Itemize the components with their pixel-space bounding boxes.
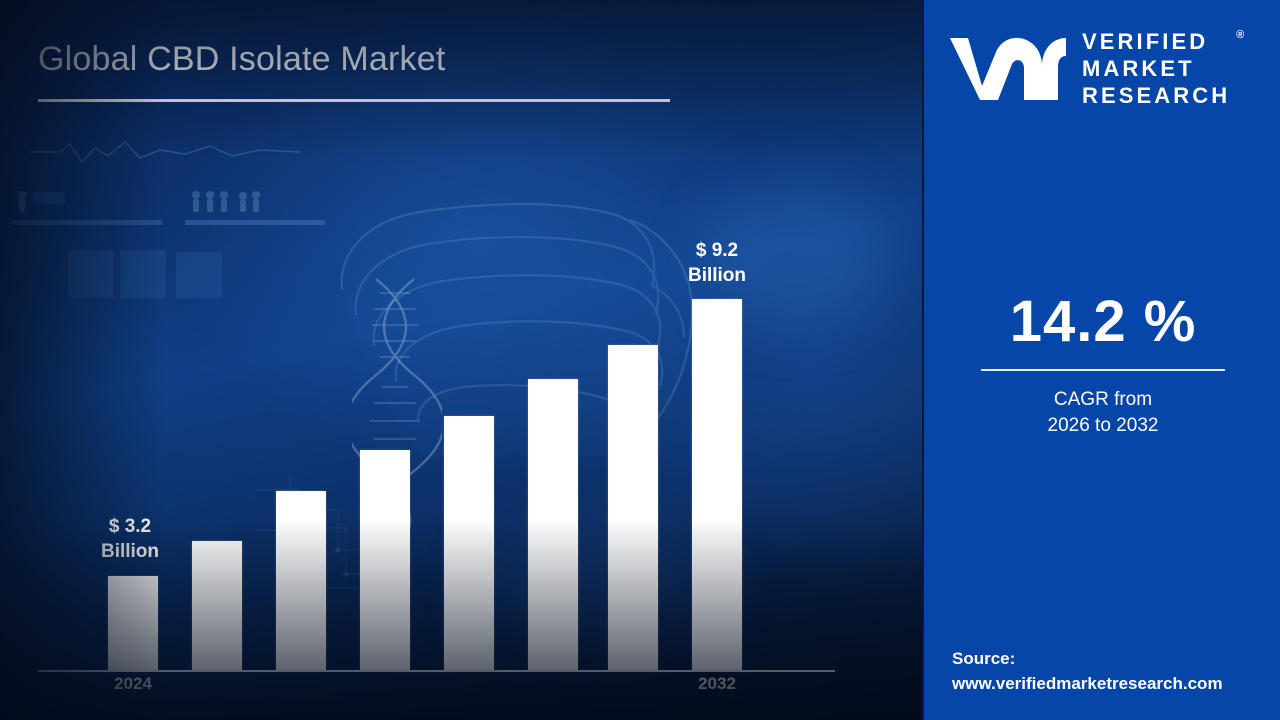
source-label: Source: (952, 649, 1016, 668)
logo-line-verified: VERIFIED (1082, 29, 1209, 54)
bar-2025 (192, 541, 242, 670)
bar-chart: $ 3.2 Billion $ 9.2 Billion 2024 2032 (38, 240, 835, 693)
bar-2024 (108, 576, 158, 670)
value-label-first: $ 3.2 Billion (100, 516, 160, 562)
registered-trademark-icon: ® (1236, 29, 1245, 41)
cagr-block: 14.2 % CAGR from 2026 to 2032 (924, 288, 1280, 439)
title-divider (38, 99, 670, 102)
logo-wordmark: VERIFIED MARKET RESEARCH ® (1082, 28, 1244, 109)
chart-axis-line (38, 670, 835, 672)
logo-line-market: MARKET (1082, 56, 1195, 81)
axis-label-end: 2032 (698, 674, 736, 693)
axis-label-start: 2024 (114, 674, 152, 693)
title-block: Global CBD Isolate Market (38, 40, 678, 102)
bar-2026 (276, 491, 326, 670)
bar-2030 (608, 345, 658, 670)
bar-2027 (360, 450, 410, 670)
source-block: Source: www.verifiedmarketresearch.com (952, 646, 1272, 696)
cagr-value: 14.2 % (1009, 289, 1197, 354)
page-title: Global CBD Isolate Market (38, 40, 446, 78)
cagr-divider (981, 369, 1225, 371)
chart-panel: Global CBD Isolate Market $ 3.2 Billion … (0, 0, 922, 720)
bar-2029 (528, 379, 578, 670)
bar-2031 (692, 299, 742, 670)
branding-panel: VERIFIED MARKET RESEARCH ® 14.2 % CAGR f… (922, 0, 1280, 720)
source-url: www.verifiedmarketresearch.com (952, 674, 1223, 693)
logo: VERIFIED MARKET RESEARCH ® (946, 28, 1244, 109)
bar-2028 (444, 416, 494, 670)
cagr-caption: CAGR from 2026 to 2032 (1047, 389, 1159, 436)
value-label-last: $ 9.2 Billion (687, 240, 747, 286)
vmr-logo-mark (950, 37, 1066, 100)
logo-line-research: RESEARCH (1082, 83, 1231, 108)
